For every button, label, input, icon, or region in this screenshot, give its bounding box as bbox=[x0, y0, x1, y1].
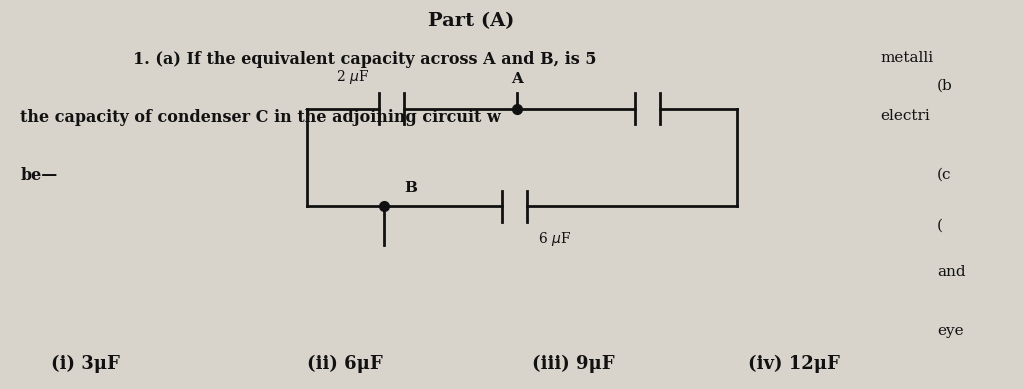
Text: eye: eye bbox=[937, 324, 964, 338]
Text: B: B bbox=[404, 180, 418, 194]
Text: (i) 3μF: (i) 3μF bbox=[51, 355, 120, 373]
Text: be—: be— bbox=[20, 167, 57, 184]
Text: Part (A): Part (A) bbox=[428, 12, 514, 30]
Text: the capacity of condenser C in the adjoining circuit w: the capacity of condenser C in the adjoi… bbox=[20, 109, 501, 126]
Text: (ii) 6μF: (ii) 6μF bbox=[307, 355, 383, 373]
Text: (: ( bbox=[937, 219, 943, 233]
Text: (iii) 9μF: (iii) 9μF bbox=[532, 355, 615, 373]
Text: A: A bbox=[511, 72, 523, 86]
Text: (b: (b bbox=[937, 79, 952, 93]
Text: and: and bbox=[937, 265, 966, 279]
Text: 2 $\mu$F: 2 $\mu$F bbox=[336, 68, 369, 86]
Text: (iv) 12μF: (iv) 12μF bbox=[748, 355, 840, 373]
Text: 1. (a) If the equivalent capacity across A and B, is 5: 1. (a) If the equivalent capacity across… bbox=[133, 51, 597, 68]
Text: (c: (c bbox=[937, 168, 951, 182]
Text: metalli: metalli bbox=[881, 51, 934, 65]
Text: 6 $\mu$F: 6 $\mu$F bbox=[538, 230, 570, 247]
Text: electri: electri bbox=[881, 109, 931, 123]
